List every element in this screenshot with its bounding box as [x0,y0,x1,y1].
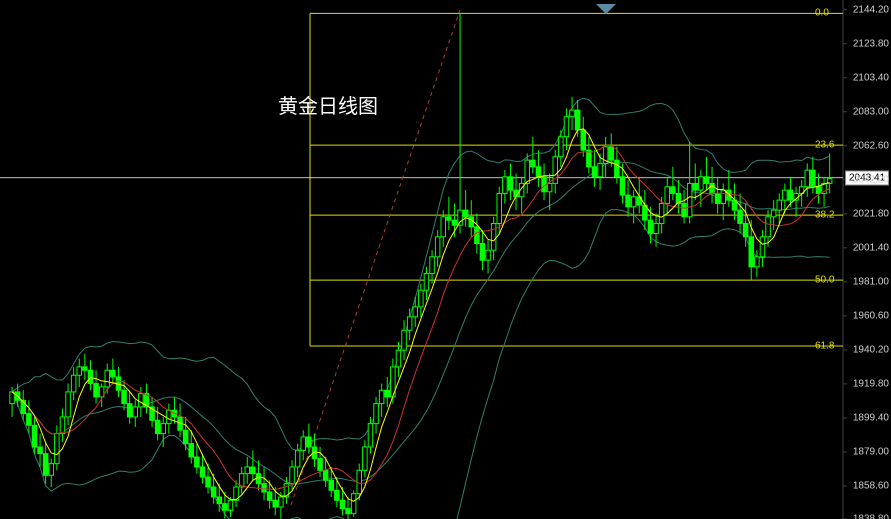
y-axis-tick-label: 1899.40 [853,412,889,423]
fib-level-label: 50.0 [815,275,834,286]
fib-level-label: 23.6 [815,140,834,151]
fib-level-label: 0.0 [815,8,829,19]
y-axis-tick-label: 2103.40 [853,72,889,83]
chart-canvas [0,0,891,519]
candlestick-chart[interactable]: 黄金日线图 2043.41 2144.202123.802103.402083.… [0,0,891,519]
y-axis-tick-label: 2001.40 [853,242,889,253]
y-axis-tick-label: 1858.60 [853,480,889,491]
y-axis-tick-label: 2062.60 [853,140,889,151]
y-axis-tick-label: 1940.20 [853,344,889,355]
y-axis-tick-label: 2083.00 [853,106,889,117]
y-axis-tick-label: 2123.80 [853,38,889,49]
y-axis-tick-label: 1919.80 [853,378,889,389]
y-axis-tick-label: 1981.00 [853,276,889,287]
fib-level-label: 38.2 [815,210,834,221]
chart-title: 黄金日线图 [278,90,378,119]
fib-level-label: 61.8 [815,341,834,352]
y-axis-tick-label: 1960.60 [853,310,889,321]
y-axis-tick-label: 1838.80 [853,514,889,519]
y-axis-tick-label: 1879.00 [853,446,889,457]
y-axis-tick-label: 2144.20 [853,4,889,15]
y-axis-tick-label: 2042.20 [853,174,889,185]
y-axis-tick-label: 2021.80 [853,208,889,219]
